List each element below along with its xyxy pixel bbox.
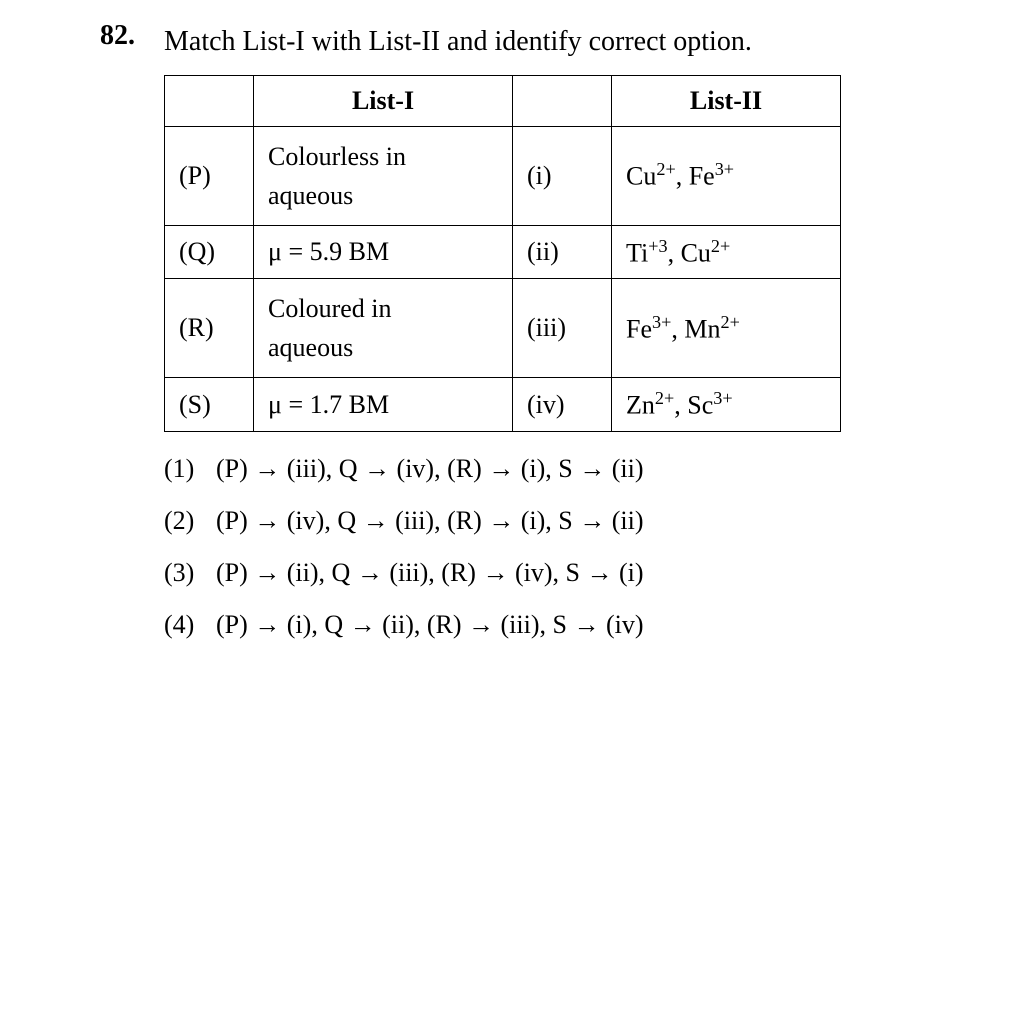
ion-element: Sc [687,391,713,420]
option-number: (2) [164,506,216,536]
option-number: (1) [164,454,216,484]
table-row: (P) Colourless in aqueous (i) Cu2+, Fe3+ [165,126,841,225]
question-number: 82. [100,20,164,52]
page: 82. Match List-I with List-II and identi… [0,0,1024,682]
cell-desc1: μ = 1.7 BM [254,378,513,432]
cell-key2: (ii) [513,225,612,279]
cell-ions: Ti+3, Cu2+ [612,225,841,279]
table-header-row: List-I List-II [165,75,841,126]
match-table: List-I List-II (P) Colourless in aqueous… [164,75,841,432]
cell-ions: Zn2+, Sc3+ [612,378,841,432]
option-number: (4) [164,610,216,640]
ion-charge: 2+ [720,312,739,332]
option-row: (3) (P) → (ii), Q → (iii), (R) → (iv), S… [164,558,964,588]
header-list2: List-II [612,75,841,126]
cell-key2: (i) [513,126,612,225]
cell-desc1: Coloured in aqueous [254,279,513,378]
option-row: (2) (P) → (iv), Q → (iii), (R) → (i), S … [164,506,964,536]
desc-line: Colourless in [268,142,406,171]
cell-key1: (Q) [165,225,254,279]
ion-element: Mn [684,315,720,344]
ion-charge: 3+ [715,159,734,179]
option-text: (P) → (ii), Q → (iii), (R) → (iv), S → (… [216,558,644,588]
table-row: (Q) μ = 5.9 BM (ii) Ti+3, Cu2+ [165,225,841,279]
header-blank-2 [513,75,612,126]
option-row: (4) (P) → (i), Q → (ii), (R) → (iii), S … [164,610,964,640]
header-list1: List-I [254,75,513,126]
header-blank-1 [165,75,254,126]
option-row: (1) (P) → (iii), Q → (iv), (R) → (i), S … [164,454,964,484]
cell-key1: (S) [165,378,254,432]
ion-charge: +3 [648,236,667,256]
cell-key1: (P) [165,126,254,225]
ion-charge: 3+ [713,388,732,408]
cell-key2: (iv) [513,378,612,432]
cell-desc1: Colourless in aqueous [254,126,513,225]
option-number: (3) [164,558,216,588]
ion-element: Fe [689,162,715,191]
table-row: (S) μ = 1.7 BM (iv) Zn2+, Sc3+ [165,378,841,432]
match-table-wrap: List-I List-II (P) Colourless in aqueous… [164,75,964,432]
ion-charge: 3+ [652,312,671,332]
question-text: Match List-I with List-II and identify c… [164,20,752,65]
option-text: (P) → (i), Q → (ii), (R) → (iii), S → (i… [216,610,644,640]
ion-charge: 2+ [711,236,730,256]
cell-ions: Fe3+, Mn2+ [612,279,841,378]
ion-element: Ti [626,238,648,267]
options-block: (1) (P) → (iii), Q → (iv), (R) → (i), S … [164,454,964,640]
cell-key1: (R) [165,279,254,378]
question-row: 82. Match List-I with List-II and identi… [100,20,964,65]
ion-element: Fe [626,315,652,344]
desc-line: aqueous [268,181,353,210]
ion-element: Zn [626,391,655,420]
ion-element: Cu [681,238,711,267]
option-text: (P) → (iii), Q → (iv), (R) → (i), S → (i… [216,454,644,484]
cell-key2: (iii) [513,279,612,378]
ion-charge: 2+ [656,159,675,179]
desc-line: aqueous [268,333,353,362]
ion-element: Cu [626,162,656,191]
cell-ions: Cu2+, Fe3+ [612,126,841,225]
desc-line: Coloured in [268,294,392,323]
ion-charge: 2+ [655,388,674,408]
option-text: (P) → (iv), Q → (iii), (R) → (i), S → (i… [216,506,644,536]
table-row: (R) Coloured in aqueous (iii) Fe3+, Mn2+ [165,279,841,378]
cell-desc1: μ = 5.9 BM [254,225,513,279]
